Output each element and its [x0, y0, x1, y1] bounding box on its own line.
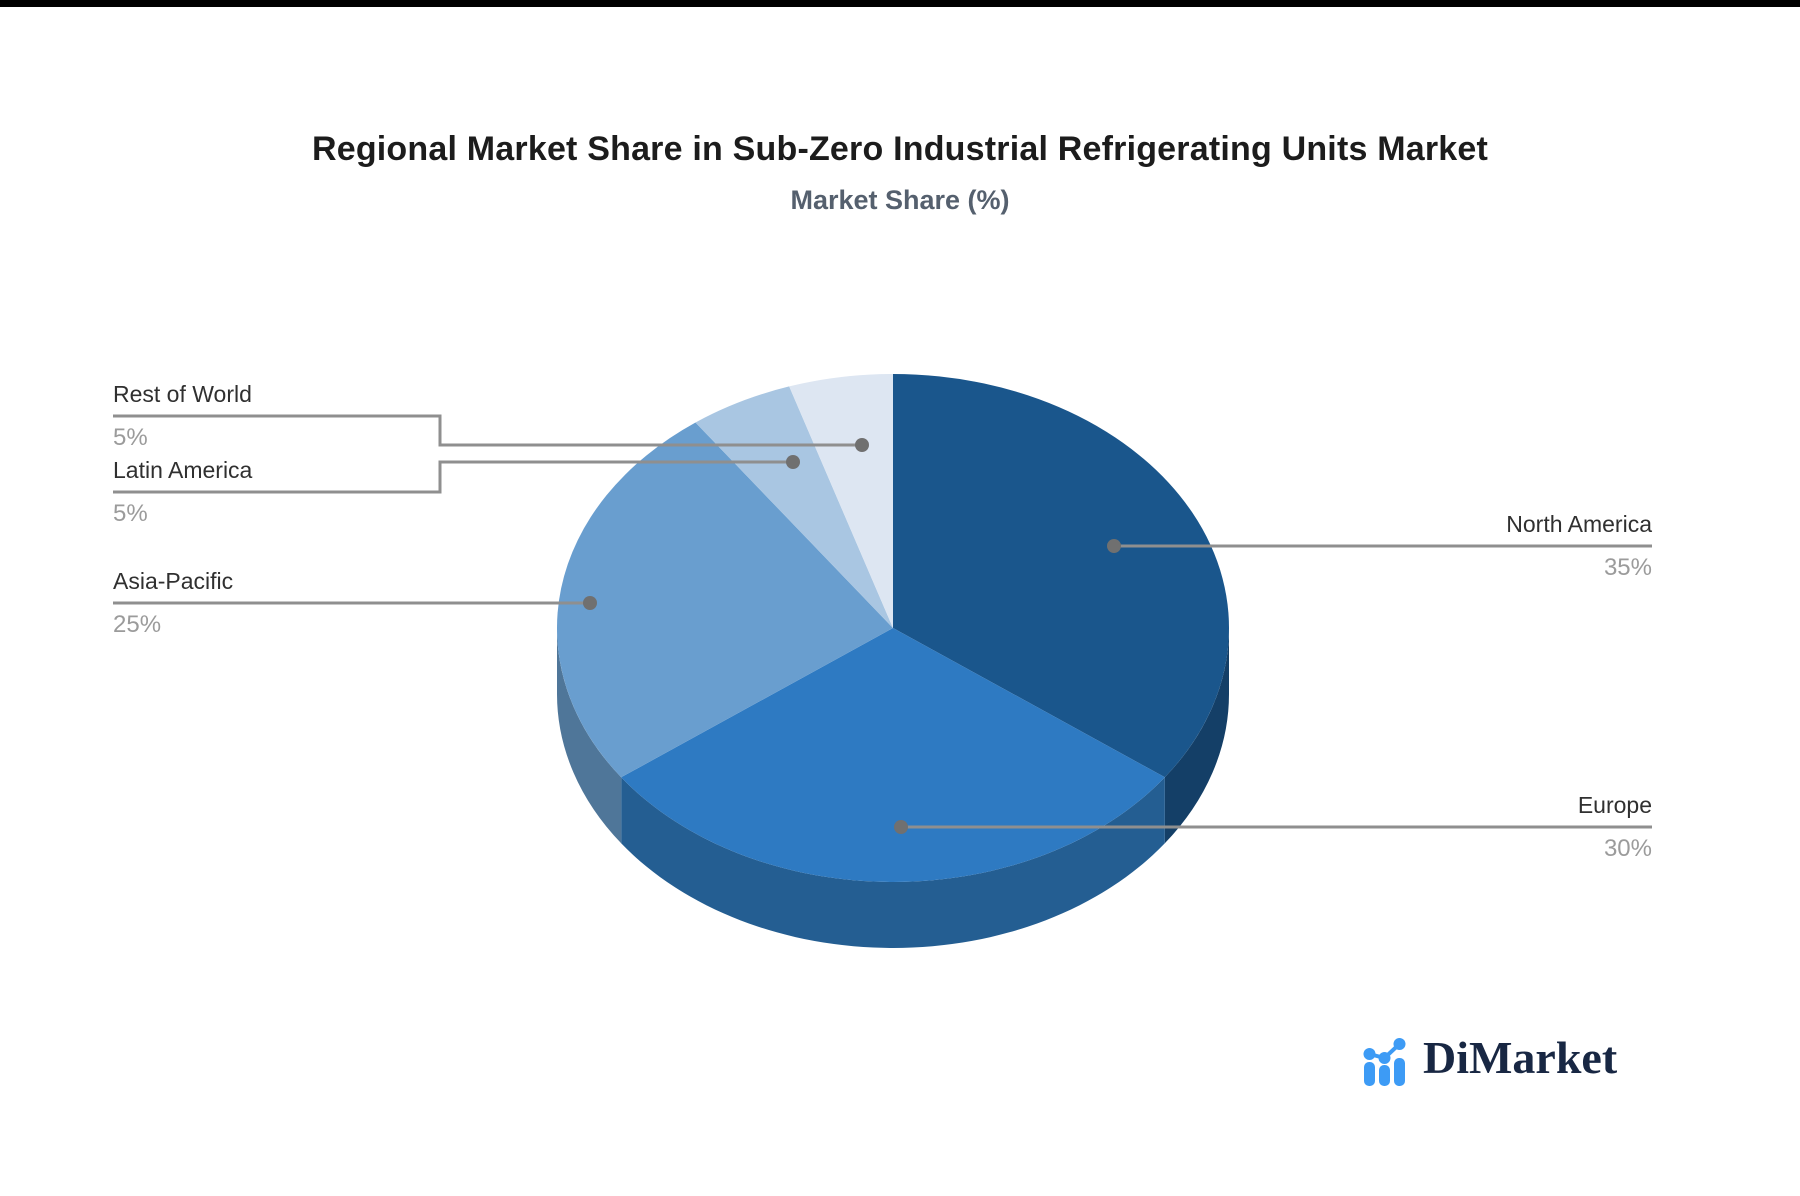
pie-slice-north-america[interactable] [893, 374, 1229, 778]
callout-north-america: North America 35% [1506, 510, 1652, 582]
pie-slice-rest-of-world[interactable] [789, 374, 893, 628]
top-border [0, 0, 1800, 7]
leader-dot-asia-pacific [583, 596, 597, 610]
pie-slice-latin-america[interactable] [695, 386, 893, 628]
callout-latin-america: Latin America 5% [113, 456, 252, 528]
slice-value: 35% [1603, 554, 1652, 581]
slice-value: 30% [1603, 835, 1652, 862]
callout-rest-of-world: Rest of World 5% [113, 380, 252, 452]
leader-line-latin-america [113, 460, 793, 494]
pie-slice-side-north-america [1164, 628, 1229, 844]
slice-label: Rest of World [113, 381, 252, 407]
leader-dot-europe [894, 820, 908, 834]
pie-slice-side-europe [621, 777, 1165, 948]
slice-value: 25% [113, 611, 162, 638]
chart-subtitle: Market Share (%) [790, 185, 1010, 215]
slice-value: 5% [113, 424, 148, 451]
leader-dot-rest-of-world [855, 438, 869, 452]
chart-header: Regional Market Share in Sub-Zero Indust… [0, 0, 1800, 216]
slice-label: Europe [1577, 792, 1652, 818]
dimarket-logo-text: DiMarket [1423, 1032, 1618, 1083]
callout-europe: Europe 30% [1578, 791, 1652, 863]
leader-dot-north-america [1107, 539, 1121, 553]
pie-slice-europe[interactable] [621, 628, 1165, 882]
pie-slice-asia-pacific[interactable] [557, 422, 893, 778]
slice-label: North America [1506, 511, 1652, 537]
slice-label: Asia-Pacific [113, 568, 234, 594]
chart-title: Regional Market Share in Sub-Zero Indust… [311, 130, 1489, 168]
leader-line-rest-of-world [113, 414, 862, 447]
dimarket-logo: DiMarket [1363, 1030, 1617, 1086]
slice-label: Latin America [113, 457, 253, 483]
callout-asia-pacific: Asia-Pacific 25% [113, 567, 233, 639]
slice-value: 5% [113, 500, 148, 527]
leader-dot-latin-america [786, 455, 800, 469]
pie-slice-side-asia-pacific [557, 628, 622, 844]
bar-line-chart-icon [1363, 1038, 1406, 1086]
